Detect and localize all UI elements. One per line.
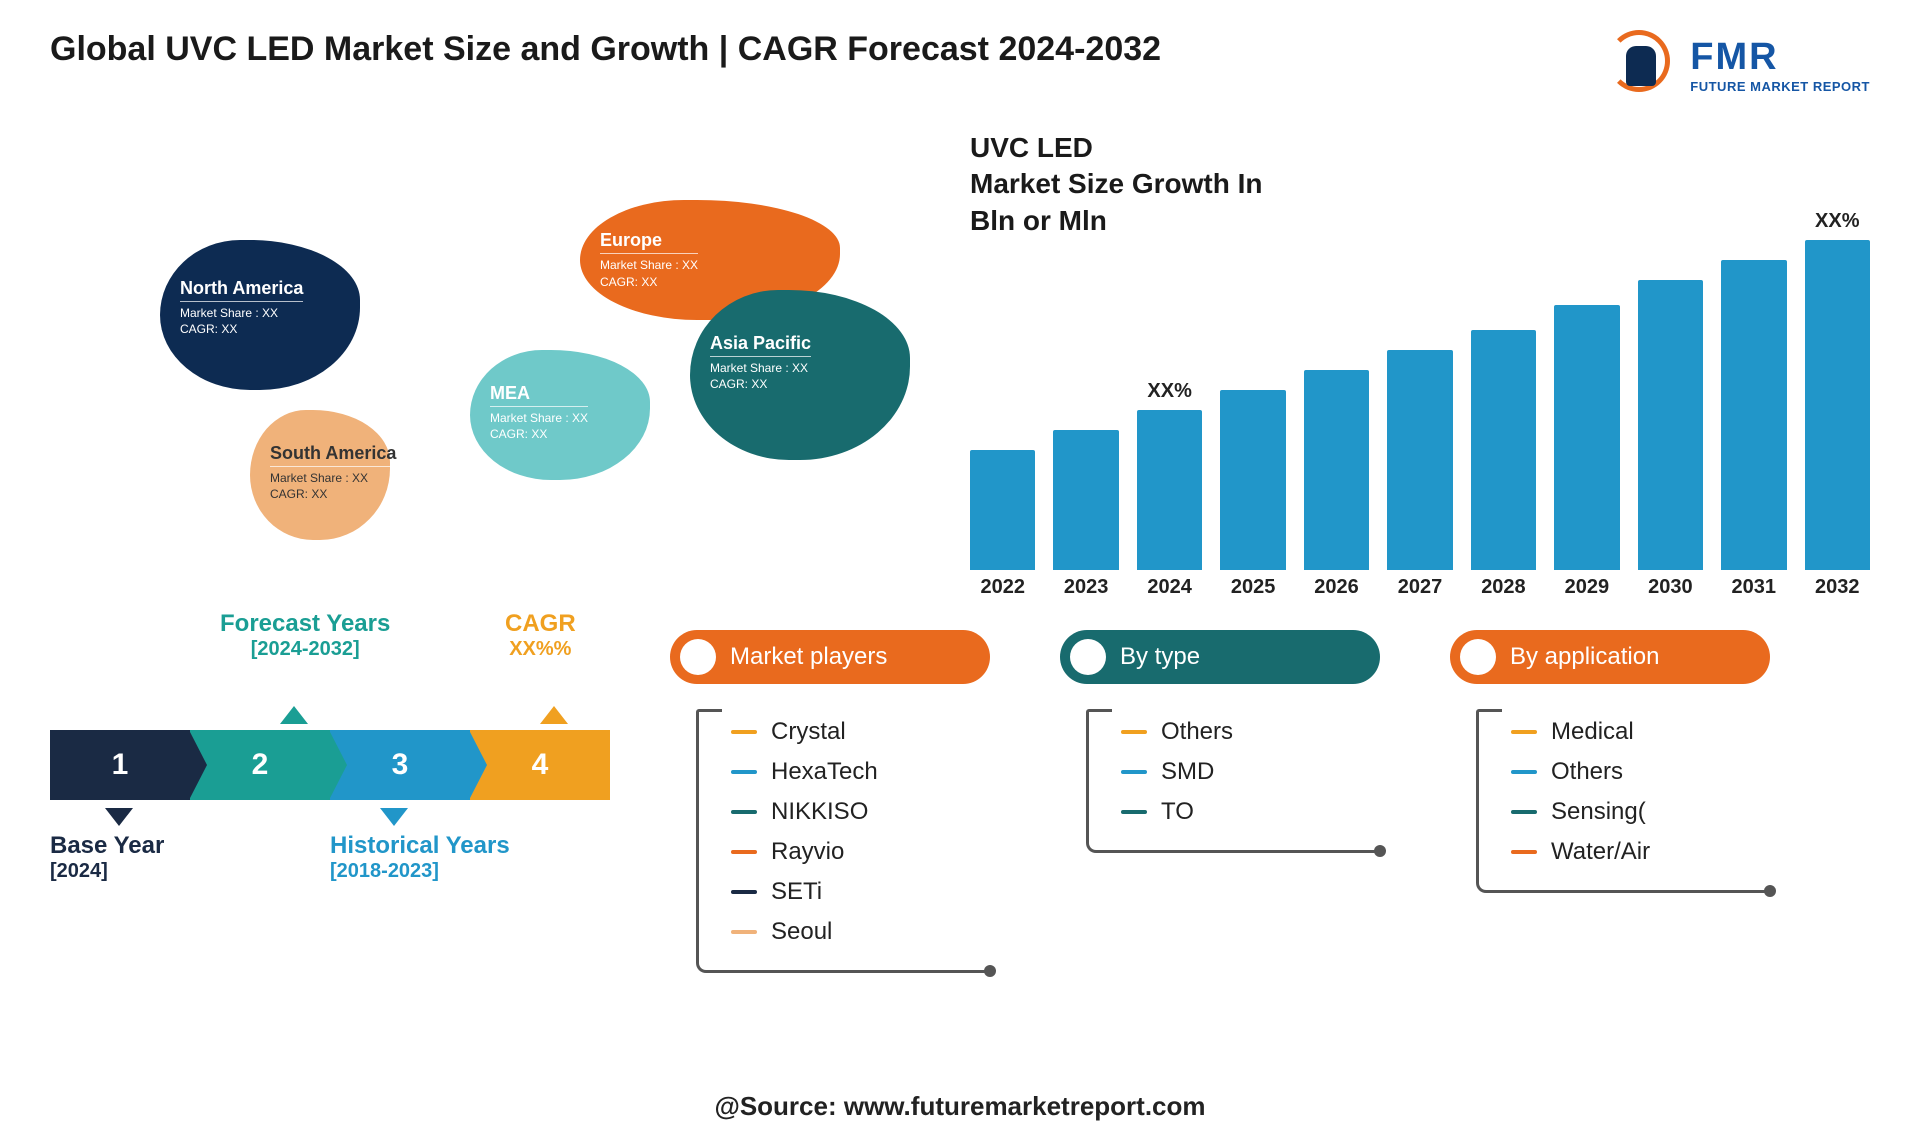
- cagr-arrow-icon: [540, 706, 568, 724]
- page-title: Global UVC LED Market Size and Growth | …: [50, 30, 1161, 69]
- list-item: SMD: [1121, 752, 1380, 792]
- bar-2031: 2031: [1721, 260, 1786, 599]
- bar-2023: 2023: [1053, 430, 1118, 599]
- by-type-list: OthersSMDTO: [1086, 712, 1380, 853]
- forecast-arrow-icon: [280, 706, 308, 724]
- region-label-na: North AmericaMarket Share : XXCAGR: XX: [180, 278, 303, 339]
- list-item: SETi: [731, 872, 990, 912]
- market-players-pill: Market players: [670, 630, 990, 684]
- world-map: North AmericaMarket Share : XXCAGR: XX So…: [50, 130, 930, 550]
- timeline-seg-1: 1: [50, 730, 190, 800]
- region-label-mea: MEAMarket Share : XXCAGR: XX: [490, 383, 588, 444]
- list-item: NIKKISO: [731, 792, 990, 832]
- by-type-column: By type OthersSMDTO: [1060, 630, 1380, 973]
- list-item: Rayvio: [731, 832, 990, 872]
- timeline-seg-4: 4: [470, 730, 610, 800]
- bar-2030: 2030: [1638, 280, 1703, 599]
- list-item: TO: [1121, 792, 1380, 832]
- forecast-label: Forecast Years[2024-2032]: [220, 610, 390, 661]
- list-item: Water/Air: [1511, 832, 1770, 872]
- hist-arrow-icon: [380, 808, 408, 826]
- timeline-seg-3: 3: [330, 730, 470, 800]
- bar-2027: 2027: [1387, 350, 1452, 599]
- list-item: Others: [1121, 712, 1380, 752]
- by-application-column: By application MedicalOthersSensing(Wate…: [1450, 630, 1770, 973]
- timeline-bar: 1234: [50, 730, 610, 800]
- market-players-column: Market players CrystalHexaTechNIKKISORay…: [670, 630, 990, 973]
- list-item: Crystal: [731, 712, 990, 752]
- list-item: Others: [1511, 752, 1770, 792]
- cagr-label: CAGRXX%%: [505, 610, 576, 661]
- list-item: HexaTech: [731, 752, 990, 792]
- by-type-pill: By type: [1060, 630, 1380, 684]
- bar-2024: XX%2024: [1137, 410, 1202, 599]
- base-label: Base Year[2024]: [50, 832, 164, 883]
- logo-sub-text: FUTURE MARKET REPORT: [1690, 79, 1870, 94]
- region-label-ap: Asia PacificMarket Share : XXCAGR: XX: [710, 333, 811, 394]
- fmr-logo: FMR FUTURE MARKET REPORT: [1608, 30, 1870, 100]
- base-arrow-icon: [105, 808, 133, 826]
- region-label-eu: EuropeMarket Share : XXCAGR: XX: [600, 230, 698, 291]
- bar-chart: 2022 2023 XX%2024 2025 2026 2027 2028 2029 2030 2…: [970, 259, 1870, 599]
- by-application-list: MedicalOthersSensing(Water/Air: [1476, 712, 1770, 893]
- market-players-list: CrystalHexaTechNIKKISORayvioSETiSeoul: [696, 712, 990, 973]
- timeline-seg-2: 2: [190, 730, 330, 800]
- hist-label: Historical Years[2018-2023]: [330, 832, 510, 883]
- logo-icon: [1608, 30, 1678, 100]
- bar-2029: 2029: [1554, 305, 1619, 599]
- logo-main-text: FMR: [1690, 36, 1870, 79]
- chart-title: UVC LED Market Size Growth In Bln or Mln: [970, 130, 1870, 239]
- bar-2025: 2025: [1220, 390, 1285, 599]
- list-item: Medical: [1511, 712, 1770, 752]
- by-application-pill: By application: [1450, 630, 1770, 684]
- list-item: Sensing(: [1511, 792, 1770, 832]
- bar-2032: XX%2032: [1805, 240, 1870, 599]
- source-text: @Source: www.futuremarketreport.com: [714, 1091, 1205, 1122]
- bar-2028: 2028: [1471, 330, 1536, 599]
- bar-2022: 2022: [970, 450, 1035, 599]
- list-item: Seoul: [731, 912, 990, 952]
- bar-2026: 2026: [1304, 370, 1369, 599]
- region-label-sa: South AmericaMarket Share : XXCAGR: XX: [270, 443, 396, 504]
